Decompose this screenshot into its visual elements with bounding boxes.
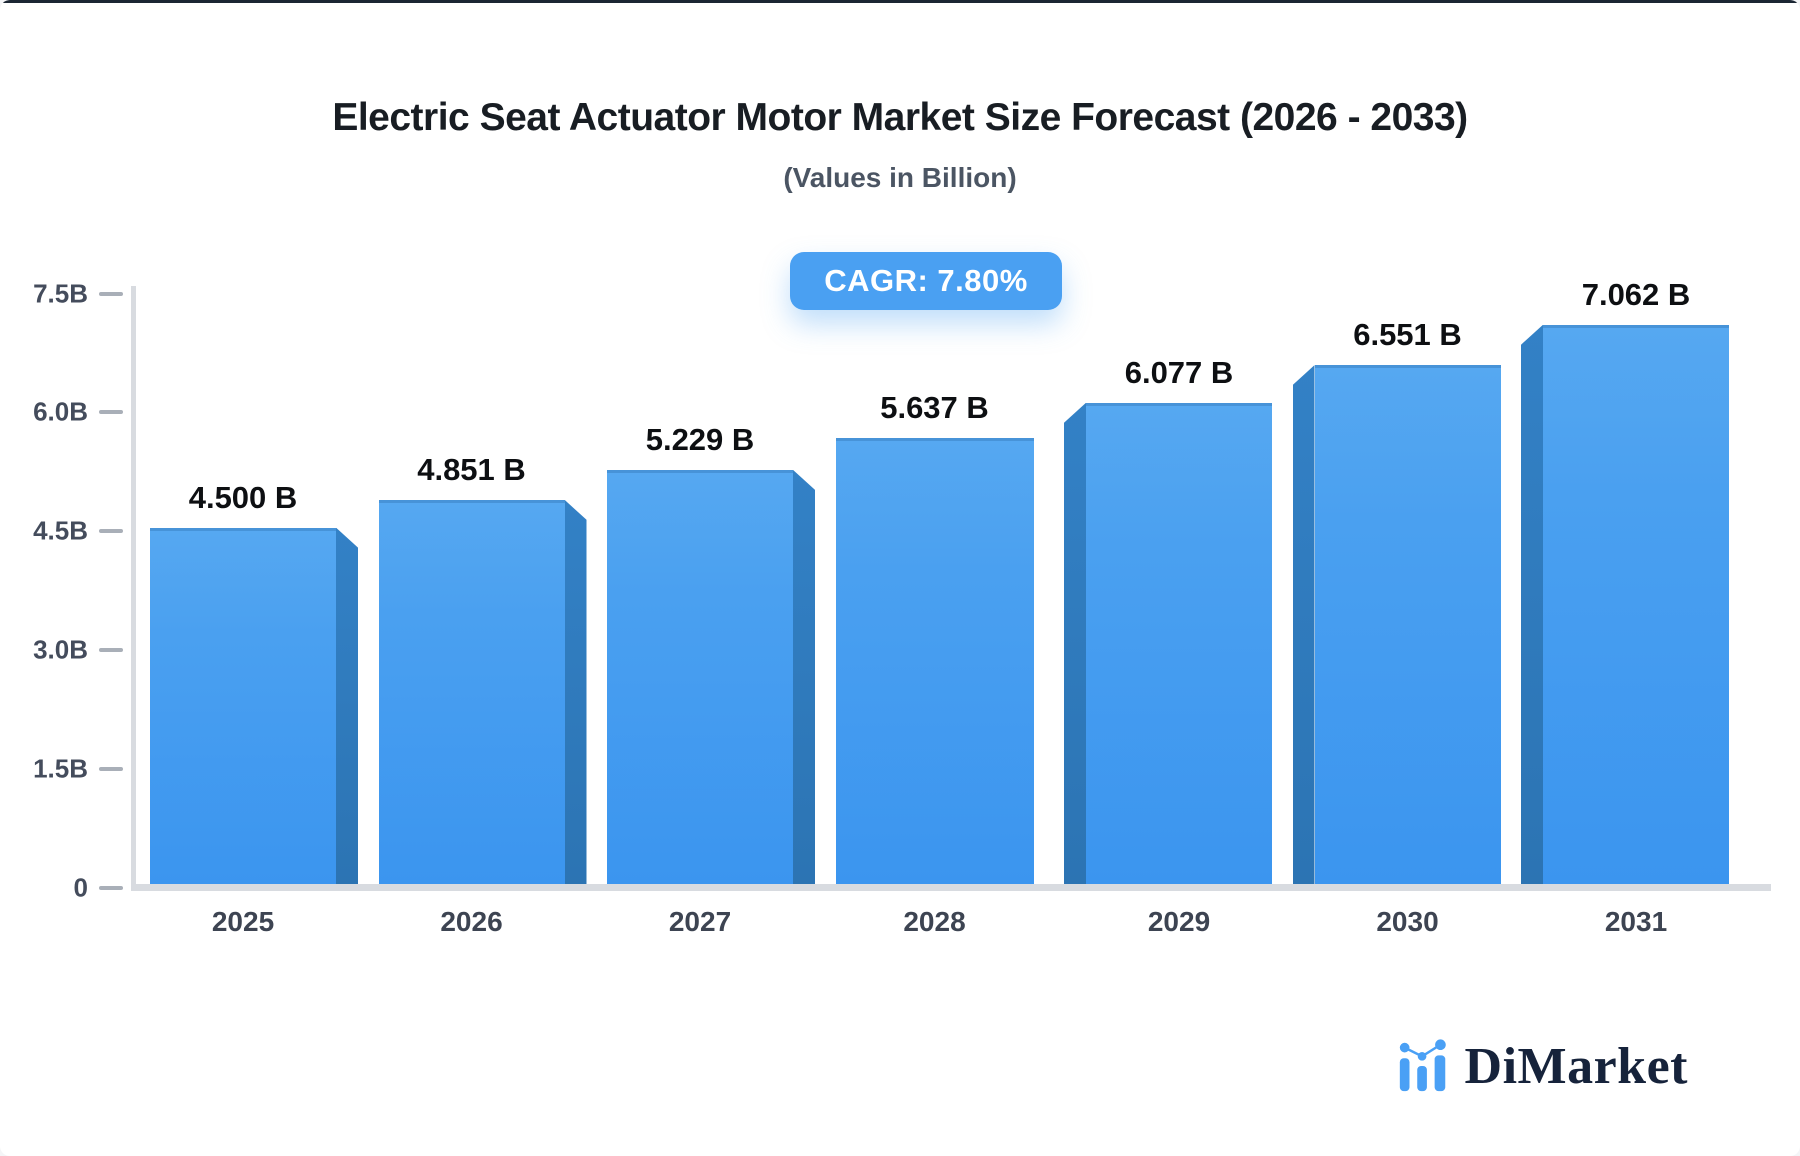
bar-2028 [835,437,1034,884]
bar-2026 [378,499,565,884]
brand-footer: DiMarket [1395,1034,1688,1098]
cagr-badge: CAGR: 7.80% [790,252,1062,310]
bar-2025-side-face [336,527,358,884]
x-axis-baseline [131,884,1771,891]
bar-value-label: 4.500 B [188,479,298,515]
bar-2031-side-face [1521,324,1543,884]
bar-value-label: 5.637 B [880,389,989,425]
page-subtitle: (Values in Billion) [783,162,1017,193]
y-tick-mark [99,647,123,652]
y-tick-label: 7.5B [33,278,88,308]
brand-name: DiMarket [1464,1037,1688,1095]
y-tick-mark [99,529,123,534]
bar-value-label: 4.851 B [417,451,526,487]
bar-2030 [1314,365,1501,884]
y-tick-mark [99,885,123,890]
bar-2029-side-face [1064,402,1086,884]
bar-2031 [1543,324,1729,884]
y-tick-mark [99,766,123,771]
x-axis-label: 2031 [1604,906,1668,937]
y-tick-mark [99,291,123,296]
x-axis-label: 2030 [1376,906,1439,937]
bar-2027 [607,469,793,884]
y-tick-mark [99,410,123,415]
y-tick-label: 4.5B [33,515,88,546]
bar-2026-side-face [564,499,587,884]
x-axis-label: 2029 [1147,906,1211,937]
bar-value-label: 7.062 B [1581,276,1691,312]
y-tick-label: 3.0B [33,634,88,665]
bar-value-label: 5.229 B [645,421,755,457]
x-axis-label: 2027 [668,906,732,937]
bar-2027-side-face [793,469,815,884]
x-axis-label: 2028 [903,906,966,937]
bar-2029 [1086,402,1272,884]
bar-chart-logo-icon [1399,1039,1446,1092]
cagr-badge-label: CAGR: 7.80% [824,263,1028,298]
y-tick-label: 0 [73,872,88,902]
x-axis-label: 2026 [440,906,503,937]
bar-value-label: 6.077 B [1124,354,1234,390]
x-axis-label: 2025 [211,906,275,937]
page-title: Electric Seat Actuator Motor Market Size… [332,96,1468,139]
bar-2030-side-face [1292,365,1315,884]
y-tick-label: 1.5B [33,753,88,784]
bar-value-label: 6.551 B [1353,317,1462,353]
bar-2025 [150,527,336,884]
y-tick-label: 6.0B [33,396,88,427]
top-border-line [0,0,1800,3]
y-axis-line [131,286,136,884]
